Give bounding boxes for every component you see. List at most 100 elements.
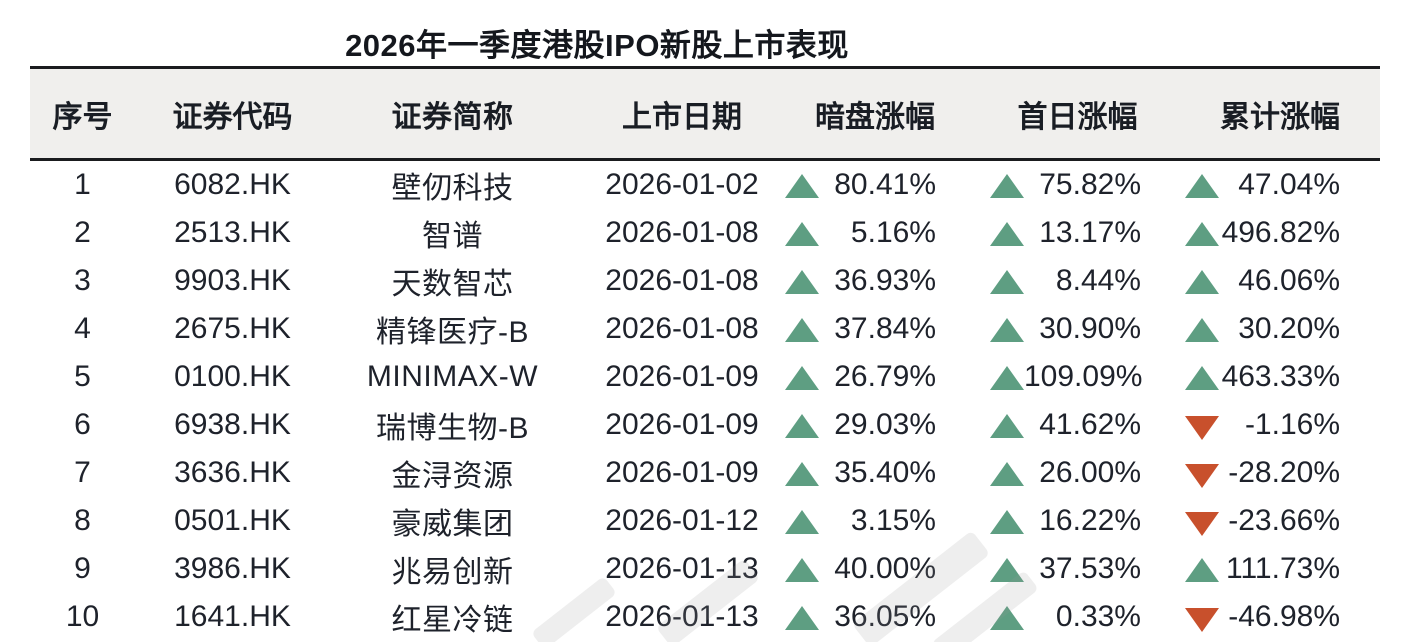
cell-row-number: 5 (74, 360, 91, 393)
up-triangle-icon (990, 222, 1024, 246)
cell-stock-name: 金浔资源 (391, 460, 514, 493)
cell-stock-code: 6082.HK (174, 168, 291, 201)
cumulative-change-value: 463.33% (1221, 360, 1340, 393)
cell-row-number: 8 (74, 504, 91, 537)
cell-cumulative-change: -46.98% (1180, 593, 1380, 641)
down-triangle-icon (1185, 608, 1219, 632)
dark-pool-change-value: 29.03% (834, 408, 936, 441)
cell-stock-code: 0501.HK (174, 504, 291, 537)
cell-stock-code: 9903.HK (174, 264, 291, 297)
first-day-change-value: 13.17% (1039, 216, 1141, 249)
cell-row-number: 6 (74, 408, 91, 441)
cumulative-change-value: 30.20% (1238, 312, 1340, 345)
cumulative-change-value: -28.20% (1228, 456, 1340, 489)
up-triangle-icon (785, 606, 819, 630)
cell-listing-date: 2026-01-09 (605, 408, 759, 441)
up-triangle-icon (990, 366, 1024, 390)
down-triangle-icon (1185, 512, 1219, 536)
cell-listing-date: 2026-01-09 (605, 456, 759, 489)
up-triangle-icon (1185, 318, 1219, 342)
cell-first-day-change: 109.09% (975, 353, 1180, 401)
cell-stock-name: 红星冷链 (391, 604, 514, 637)
cumulative-change-value: -23.66% (1228, 504, 1340, 537)
cumulative-change-value: -46.98% (1228, 600, 1340, 633)
dark-pool-change-value: 36.93% (834, 264, 936, 297)
first-day-change-value: 16.22% (1039, 504, 1141, 537)
up-triangle-icon (990, 606, 1024, 630)
up-triangle-icon (785, 222, 819, 246)
cell-stock-name: 瑞博生物-B (376, 412, 529, 445)
up-triangle-icon (1185, 174, 1219, 198)
cell-cumulative-change: 111.73% (1180, 545, 1380, 593)
table-row: 8 0501.HK 豪威集团 2026-01-12 3.15% 16.22% -… (30, 497, 1380, 545)
table-row: 6 6938.HK 瑞博生物-B 2026-01-09 29.03% 41.62… (30, 401, 1380, 449)
cell-listing-date: 2026-01-12 (605, 504, 759, 537)
cell-dark-pool-change: 37.84% (775, 305, 975, 353)
cell-stock-code: 6938.HK (174, 408, 291, 441)
cell-cumulative-change: 46.06% (1180, 257, 1380, 305)
cell-listing-date: 2026-01-08 (605, 216, 759, 249)
table-body: 1 6082.HK 壁仞科技 2026-01-02 80.41% 75.82% … (30, 161, 1380, 641)
cell-cumulative-change: -28.20% (1180, 449, 1380, 497)
cell-listing-date: 2026-01-02 (605, 168, 759, 201)
first-day-change-value: 75.82% (1039, 168, 1141, 201)
cell-row-number: 10 (65, 600, 100, 633)
cell-stock-code: 1641.HK (174, 600, 291, 633)
cell-listing-date: 2026-01-13 (605, 552, 759, 585)
dark-pool-change-value: 26.79% (834, 360, 936, 393)
cell-cumulative-change: -1.16% (1180, 401, 1380, 449)
cell-stock-name: 天数智芯 (391, 268, 514, 301)
down-triangle-icon (1185, 464, 1219, 488)
up-triangle-icon (785, 270, 819, 294)
cell-first-day-change: 75.82% (975, 161, 1180, 209)
cell-dark-pool-change: 26.79% (775, 353, 975, 401)
up-triangle-icon (785, 318, 819, 342)
cell-stock-name: 兆易创新 (391, 556, 514, 589)
dark-pool-change-value: 35.40% (834, 456, 936, 489)
up-triangle-icon (990, 270, 1024, 294)
cell-cumulative-change: 30.20% (1180, 305, 1380, 353)
cell-row-number: 4 (74, 312, 91, 345)
header-cell-first-day: 首日涨幅 (1017, 100, 1138, 134)
cell-row-number: 1 (74, 168, 91, 201)
up-triangle-icon (785, 366, 819, 390)
cell-first-day-change: 26.00% (975, 449, 1180, 497)
up-triangle-icon (785, 510, 819, 534)
cell-dark-pool-change: 3.15% (775, 497, 975, 545)
table-row: 10 1641.HK 红星冷链 2026-01-13 36.05% 0.33% … (30, 593, 1380, 641)
cumulative-change-value: 46.06% (1238, 264, 1340, 297)
cell-listing-date: 2026-01-09 (605, 360, 759, 393)
cell-first-day-change: 37.53% (975, 545, 1180, 593)
cell-row-number: 2 (74, 216, 91, 249)
up-triangle-icon (990, 318, 1024, 342)
up-triangle-icon (785, 462, 819, 486)
cell-stock-name: 智谱 (422, 220, 483, 253)
table-row: 9 3986.HK 兆易创新 2026-01-13 40.00% 37.53% … (30, 545, 1380, 593)
table-row: 1 6082.HK 壁仞科技 2026-01-02 80.41% 75.82% … (30, 161, 1380, 209)
cell-row-number: 9 (74, 552, 91, 585)
first-day-change-value: 8.44% (1055, 264, 1141, 297)
cell-first-day-change: 13.17% (975, 209, 1180, 257)
cell-stock-name: 豪威集团 (391, 508, 514, 541)
table-header-row: 序号 证券代码 证券简称 上市日期 暗盘涨幅 首日涨幅 累计涨幅 (30, 69, 1380, 158)
first-day-change-value: 109.09% (1024, 360, 1143, 393)
header-cell-no: 序号 (52, 100, 113, 134)
cell-stock-name: 精锋医疗-B (376, 316, 529, 349)
cumulative-change-value: 496.82% (1221, 216, 1340, 249)
first-day-change-value: 37.53% (1039, 552, 1141, 585)
cell-dark-pool-change: 5.16% (775, 209, 975, 257)
page-title: 2026年一季度港股IPO新股上市表现 (345, 28, 849, 63)
cell-dark-pool-change: 36.93% (775, 257, 975, 305)
first-day-change-value: 41.62% (1039, 408, 1141, 441)
header-cell-code: 证券代码 (172, 100, 293, 134)
cell-dark-pool-change: 35.40% (775, 449, 975, 497)
up-triangle-icon (990, 414, 1024, 438)
up-triangle-icon (785, 558, 819, 582)
up-triangle-icon (990, 174, 1024, 198)
cell-stock-code: 0100.HK (174, 360, 291, 393)
first-day-change-value: 0.33% (1055, 600, 1141, 633)
cell-listing-date: 2026-01-13 (575, 593, 775, 641)
cell-first-day-change: 16.22% (975, 497, 1180, 545)
cell-stock-code: 2675.HK (174, 312, 291, 345)
table-row: 5 0100.HK MINIMAX-W 2026-01-09 26.79% 10… (30, 353, 1380, 401)
